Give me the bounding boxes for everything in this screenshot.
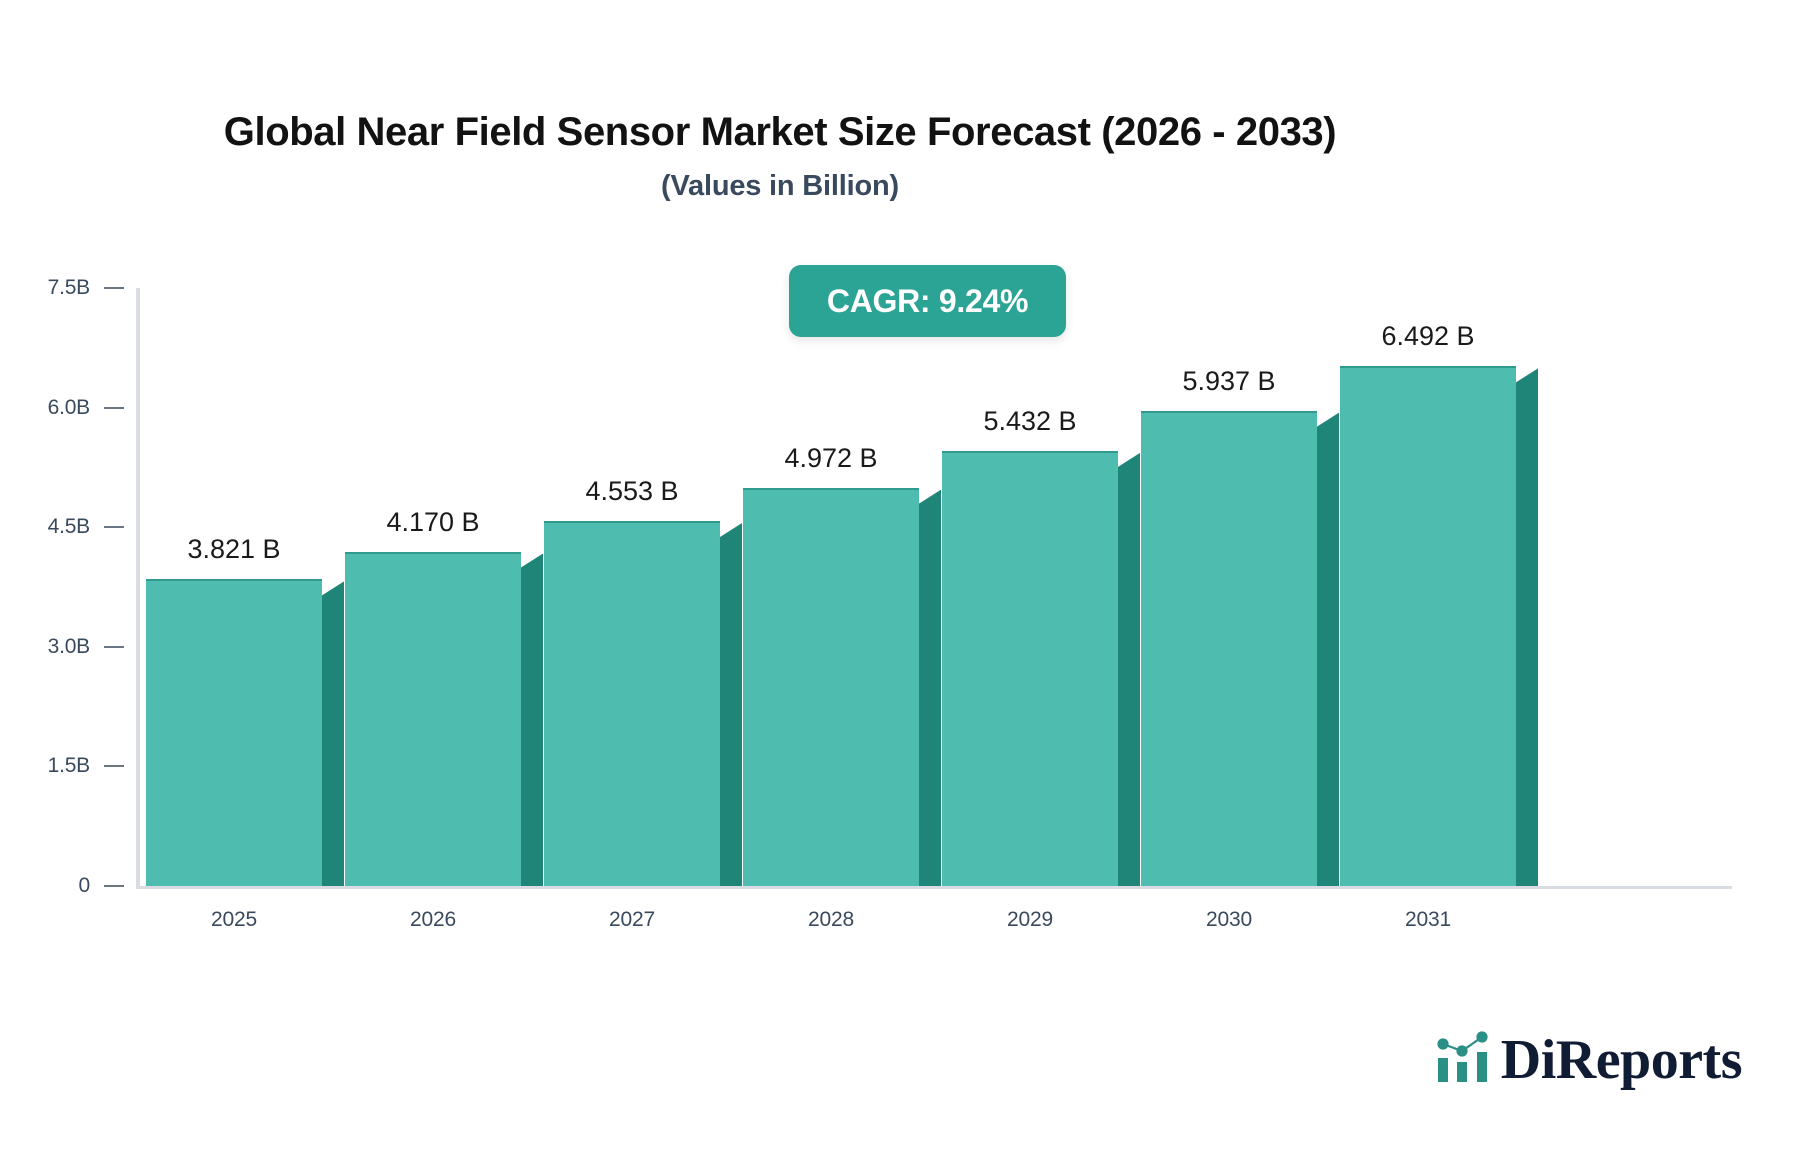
bar-value-label: 4.972 B [784,442,878,473]
bar-front-face [544,520,720,886]
bar-front-face [1141,410,1317,886]
bar-value-label: 3.821 B [187,534,281,565]
y-axis-tick-label: 6.0B [47,395,91,419]
x-axis-tick-label: 2031 [1405,908,1451,931]
bar-side-face [1118,452,1140,886]
y-axis-tick-mark [104,765,124,768]
bar-front-face [743,487,919,886]
bar-column[interactable]: 6.492 B [1340,321,1538,886]
x-axis-tick-label: 2030 [1206,908,1252,931]
chart-subtitle: (Values in Billion) [661,170,899,202]
bar-value-label: 5.432 B [983,405,1077,436]
bar-side-face [1317,412,1339,886]
y-axis-tick: 7.5B [0,276,136,300]
y-axis-tick: 6.0B [0,396,136,420]
y-axis-tick-mark [104,406,124,409]
y-axis-tick-mark [104,287,124,289]
logo-text: DiReports [1500,1028,1743,1091]
y-axis-tick-mark [104,885,124,887]
bar-side-face [919,489,941,886]
y-axis-tick: 3.0B [0,635,136,659]
bar-front-face [146,579,322,886]
bar-front-face [942,450,1118,886]
cagr-badge: CAGR: 9.24% [789,265,1066,337]
bar-side-face [1516,368,1538,886]
bar-column[interactable]: 4.553 B [544,476,742,886]
bar-column[interactable]: 4.972 B [743,443,941,886]
y-axis-tick-label: 1.5B [47,754,91,778]
y-axis-tick: 1.5B [0,754,136,778]
x-axis-tick-label: 2027 [609,908,655,931]
x-axis-tick-label: 2025 [211,908,257,931]
y-axis-tick-label: 3.0B [47,634,91,658]
bar-value-label: 4.170 B [386,506,480,537]
bar-side-face [521,553,543,886]
y-axis-tick-label: 7.5B [47,276,91,299]
page-title: Global Near Field Sensor Market Size For… [223,110,1337,154]
y-axis-tick-mark [104,526,124,529]
bar-value-label: 6.492 B [1381,321,1475,352]
bar-column[interactable]: 5.937 B [1141,366,1339,886]
x-axis-line [136,886,1732,889]
y-axis-line [136,288,140,888]
bar-side-face [720,522,742,886]
y-axis-tick: 4.5B [0,515,136,539]
bar-side-face [322,581,344,886]
direports-logo: DiReports [1435,1028,1743,1091]
bar-column[interactable]: 4.170 B [345,507,543,886]
bar-front-face [345,551,521,886]
x-axis-tick-label: 2029 [1007,908,1053,931]
bar-value-label: 4.553 B [585,475,679,506]
cagr-badge-label: CAGR: 9.24% [826,282,1029,319]
y-axis-tick-mark [104,645,124,648]
bar-value-label: 5.937 B [1182,365,1276,396]
bar-chart-icon [1435,1030,1493,1089]
bar-column[interactable]: 5.432 B [942,406,1140,886]
bar-column[interactable]: 3.821 B [146,534,344,886]
y-axis-tick-label: 4.5B [47,515,91,539]
x-axis-tick-label: 2028 [808,908,854,931]
y-axis-tick-label: 0 [78,874,91,897]
y-axis-tick: 0 [0,874,136,898]
bar-front-face [1340,366,1516,886]
x-axis-tick-label: 2026 [410,908,456,931]
